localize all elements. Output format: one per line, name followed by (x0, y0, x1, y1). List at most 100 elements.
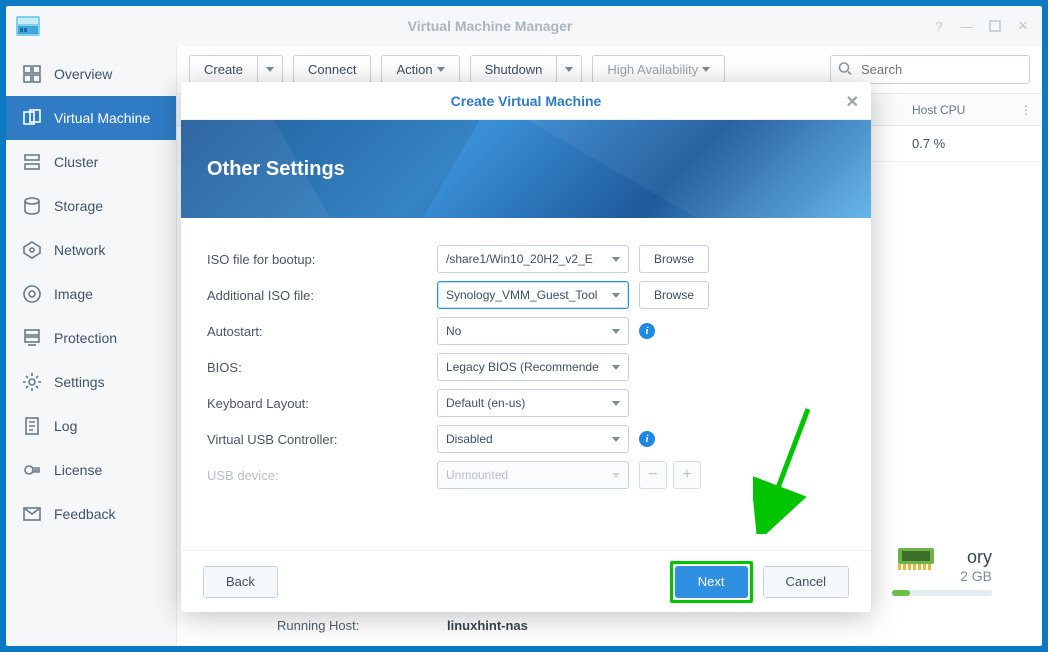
sidebar-item-settings[interactable]: Settings (6, 360, 176, 404)
chevron-down-icon (612, 437, 620, 442)
dialog-footer: Back Next Cancel (181, 550, 871, 612)
select-value: /share1/Win10_20H2_v2_E (446, 252, 593, 266)
sidebar-item-image[interactable]: Image (6, 272, 176, 316)
protection-icon (22, 328, 42, 348)
col-label: Host CPU (912, 103, 965, 117)
info-icon[interactable]: i (639, 323, 655, 339)
create-button[interactable]: Create (189, 55, 258, 84)
feedback-icon (22, 504, 42, 524)
window-title: Virtual Machine Manager (50, 18, 930, 34)
sidebar-item-network[interactable]: Network (6, 228, 176, 272)
sidebar-item-label: Settings (54, 374, 105, 390)
field-label: Keyboard Layout: (207, 396, 437, 411)
sidebar-item-label: Network (54, 242, 105, 258)
dialog-heading: Other Settings (207, 158, 345, 181)
usb-device-spinners: − + (639, 461, 701, 489)
image-icon (22, 284, 42, 304)
cell-host-cpu: 0.7 % (902, 136, 1042, 151)
browse-button[interactable]: Browse (639, 281, 709, 309)
col-menu-icon[interactable]: ⋮ (1020, 103, 1032, 117)
keyboard-select[interactable]: Default (en-us) (437, 389, 629, 417)
field-label: ISO file for bootup: (207, 252, 437, 267)
content-pane: Create Connect Action Shutdown High Avai… (176, 46, 1042, 646)
chevron-down-icon (612, 257, 620, 262)
chevron-down-icon (612, 473, 620, 478)
window-controls: ? — ✕ (930, 17, 1032, 35)
action-button[interactable]: Action (381, 55, 459, 84)
iso-boot-select[interactable]: /share1/Win10_20H2_v2_E (437, 245, 629, 273)
sidebar-item-protection[interactable]: Protection (6, 316, 176, 360)
dialog-title: Create Virtual Machine (451, 93, 602, 109)
settings-icon (22, 372, 42, 392)
select-value: Disabled (446, 432, 493, 446)
autostart-select[interactable]: No (437, 317, 629, 345)
chevron-down-icon (612, 329, 620, 334)
select-value: Legacy BIOS (Recommende (446, 360, 599, 374)
dialog-close-icon[interactable]: ✕ (846, 92, 859, 112)
sidebar-item-label: Virtual Machine (54, 110, 150, 126)
field-label: Virtual USB Controller: (207, 432, 437, 447)
select-value: Unmounted (446, 468, 508, 482)
sidebar-item-overview[interactable]: Overview (6, 52, 176, 96)
col-host-cpu[interactable]: Host CPU ⋮ (902, 103, 1042, 117)
minimize-icon[interactable]: — (958, 17, 976, 35)
sidebar-item-label: License (54, 462, 102, 478)
chevron-down-icon (612, 401, 620, 406)
cluster-icon (22, 152, 42, 172)
close-icon[interactable]: ✕ (1014, 17, 1032, 35)
sidebar-item-virtual-machine[interactable]: Virtual Machine (6, 96, 176, 140)
shutdown-button[interactable]: Shutdown (470, 55, 558, 84)
field-usb-device: USB device: Unmounted − + (207, 458, 845, 492)
dialog-titlebar: Create Virtual Machine ✕ (181, 82, 871, 120)
field-label: BIOS: (207, 360, 437, 375)
next-button[interactable]: Next (675, 566, 748, 598)
sidebar-item-log[interactable]: Log (6, 404, 176, 448)
sidebar-item-cluster[interactable]: Cluster (6, 140, 176, 184)
select-value: No (446, 324, 461, 338)
sidebar-item-label: Feedback (54, 506, 115, 522)
chevron-down-icon (702, 67, 710, 72)
network-icon (22, 240, 42, 260)
connect-button[interactable]: Connect (293, 55, 371, 84)
cancel-button[interactable]: Cancel (763, 566, 849, 598)
info-icon[interactable]: i (639, 431, 655, 447)
field-usb-controller: Virtual USB Controller: Disabled i (207, 422, 845, 456)
main-area: Overview Virtual Machine Cluster Storage… (6, 46, 1042, 646)
browse-button[interactable]: Browse (639, 245, 709, 273)
maximize-icon[interactable] (986, 17, 1004, 35)
select-value: Default (en-us) (446, 396, 525, 410)
bios-select[interactable]: Legacy BIOS (Recommende (437, 353, 629, 381)
field-label: USB device: (207, 468, 437, 483)
chevron-down-icon (612, 365, 620, 370)
shutdown-dropdown[interactable] (557, 55, 582, 84)
create-dropdown[interactable] (258, 55, 283, 84)
back-button[interactable]: Back (203, 566, 278, 598)
help-icon[interactable]: ? (930, 17, 948, 35)
ha-button[interactable]: High Availability (592, 55, 725, 84)
chevron-down-icon (612, 293, 620, 298)
search-input[interactable] (830, 55, 1030, 84)
search-wrap (830, 55, 1030, 84)
sidebar-item-storage[interactable]: Storage (6, 184, 176, 228)
storage-icon (22, 196, 42, 216)
field-keyboard: Keyboard Layout: Default (en-us) (207, 386, 845, 420)
action-label: Action (396, 62, 432, 77)
iso-additional-select[interactable]: Synology_VMM_Guest_Tool (437, 281, 629, 309)
detail-label: Running Host: (277, 618, 447, 633)
sidebar-item-feedback[interactable]: Feedback (6, 492, 176, 536)
detail-value: linuxhint-nas (447, 618, 528, 633)
create-button-group: Create (189, 55, 283, 84)
sidebar-item-label: Storage (54, 198, 103, 214)
field-label: Autostart: (207, 324, 437, 339)
memory-bar (892, 590, 992, 596)
sidebar-item-label: Image (54, 286, 93, 302)
usb-controller-select[interactable]: Disabled (437, 425, 629, 453)
select-value: Synology_VMM_Guest_Tool (446, 288, 597, 302)
sidebar-item-label: Protection (54, 330, 117, 346)
cpu-chip-icon (892, 546, 940, 572)
field-bios: BIOS: Legacy BIOS (Recommende (207, 350, 845, 384)
app-window: Virtual Machine Manager ? — ✕ Overview V… (6, 6, 1042, 646)
log-icon (22, 416, 42, 436)
usb-device-select: Unmounted (437, 461, 629, 489)
sidebar-item-license[interactable]: License (6, 448, 176, 492)
